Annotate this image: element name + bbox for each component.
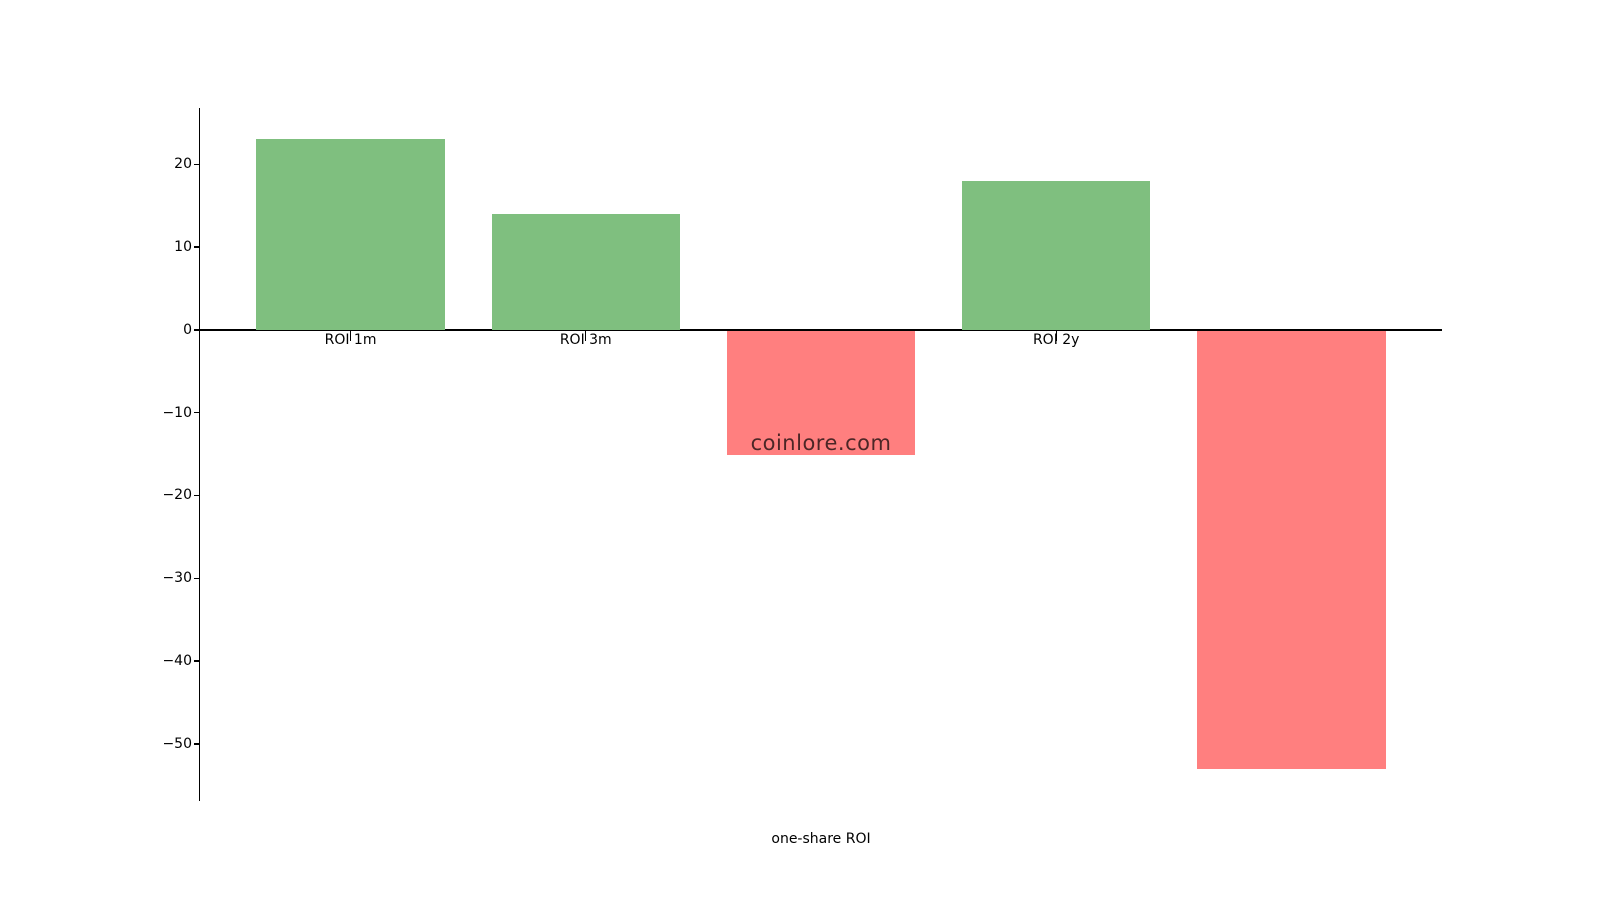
y-axis-line bbox=[198, 108, 200, 801]
watermark-text: coinlore.com bbox=[750, 431, 892, 455]
x-tick-mark bbox=[1055, 329, 1057, 341]
y-tick-mark bbox=[193, 577, 199, 579]
x-tick-label-0: ROI 1m bbox=[324, 331, 377, 348]
y-tick-label: −20 bbox=[162, 487, 192, 504]
x-tick-label-3: ROI 2y bbox=[1032, 331, 1080, 348]
y-tick-mark bbox=[193, 660, 199, 662]
x-tick-mark bbox=[349, 329, 352, 341]
y-tick-mark bbox=[193, 246, 199, 248]
y-tick-label: −50 bbox=[162, 735, 192, 752]
y-tick-mark bbox=[193, 163, 199, 165]
bar-4 bbox=[1197, 330, 1386, 770]
x-tick-mark bbox=[585, 329, 587, 341]
y-tick-mark bbox=[193, 743, 199, 745]
x-axis-zero-line bbox=[198, 329, 1442, 331]
x-tick-label-1: ROI 3m bbox=[559, 331, 612, 348]
x-axis-title: one-share ROI bbox=[771, 831, 871, 847]
bar-1 bbox=[491, 213, 680, 330]
y-tick-mark bbox=[193, 411, 199, 414]
y-tick-label: −10 bbox=[162, 404, 192, 421]
y-tick-label: −30 bbox=[162, 570, 192, 587]
y-tick-label: 20 bbox=[174, 156, 192, 173]
bar-3 bbox=[962, 180, 1151, 330]
y-tick-mark bbox=[193, 329, 199, 331]
bar-2 bbox=[726, 330, 916, 455]
y-tick-label: 10 bbox=[174, 239, 192, 256]
y-tick-label: −40 bbox=[162, 653, 192, 670]
bar-0 bbox=[256, 139, 445, 330]
y-tick-label: 0 bbox=[183, 321, 192, 338]
y-tick-mark bbox=[193, 494, 199, 497]
